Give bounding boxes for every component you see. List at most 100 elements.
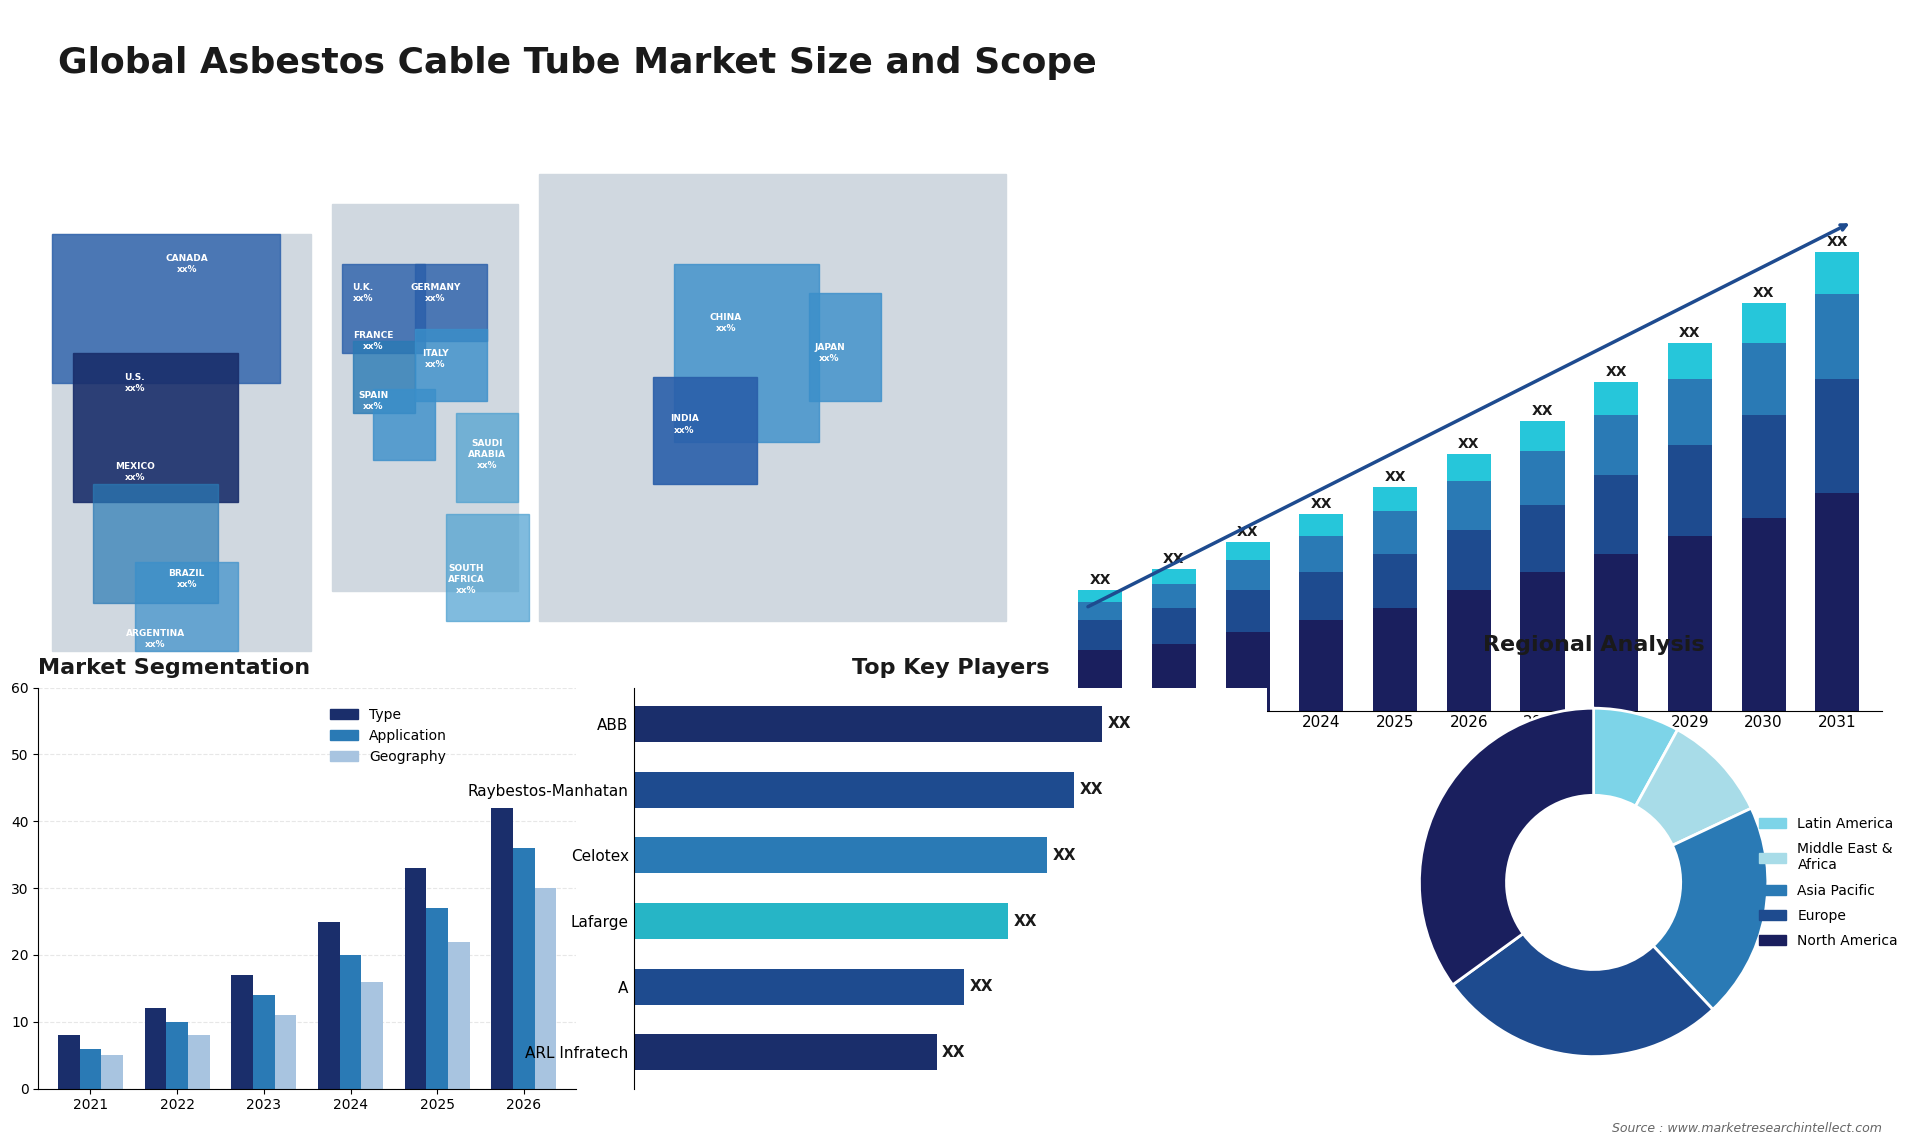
Bar [1521, 572, 1565, 711]
Bar [492, 808, 513, 1089]
Bar [1225, 542, 1269, 559]
Bar [340, 955, 361, 1089]
Bar [1594, 415, 1638, 476]
Text: FRANCE
xx%: FRANCE xx% [353, 331, 394, 351]
Text: CHINA
xx%: CHINA xx% [710, 313, 741, 333]
Text: XX: XX [1164, 551, 1185, 566]
Bar [536, 888, 557, 1089]
Bar [405, 869, 426, 1089]
Text: XX: XX [1311, 497, 1332, 511]
Wedge shape [1653, 808, 1768, 1010]
Bar [674, 264, 820, 442]
Text: SOUTH
AFRICA
xx%: SOUTH AFRICA xx% [447, 564, 486, 595]
Bar [1373, 609, 1417, 711]
Bar [1373, 554, 1417, 609]
Text: XX: XX [970, 979, 993, 995]
Bar [808, 293, 881, 401]
Text: XX: XX [1089, 573, 1112, 587]
Text: Source : www.marketresearchintellect.com: Source : www.marketresearchintellect.com [1611, 1122, 1882, 1135]
Bar [1668, 379, 1713, 445]
Bar [1152, 644, 1196, 711]
Bar [1521, 421, 1565, 452]
Bar [1225, 590, 1269, 633]
Bar [1079, 590, 1123, 602]
Bar [1152, 568, 1196, 583]
Bar [1594, 382, 1638, 415]
Text: GERMANY
xx%: GERMANY xx% [411, 283, 461, 304]
Bar [188, 1035, 209, 1089]
Bar [1373, 487, 1417, 511]
Bar [144, 1008, 167, 1089]
Text: ARGENTINA
xx%: ARGENTINA xx% [127, 629, 184, 649]
Bar [1521, 452, 1565, 505]
Bar [1668, 445, 1713, 535]
Text: U.K.
xx%: U.K. xx% [351, 283, 374, 304]
Bar [634, 1035, 937, 1070]
Bar [361, 982, 384, 1089]
Text: XX: XX [1605, 364, 1626, 379]
Text: XX: XX [1108, 716, 1131, 731]
Bar [58, 1035, 79, 1089]
Bar [634, 903, 1008, 939]
Bar [52, 234, 280, 383]
Text: MEXICO
xx%: MEXICO xx% [115, 462, 156, 482]
Text: XX: XX [1532, 405, 1553, 418]
Wedge shape [1419, 708, 1594, 984]
Text: INDIA
xx%: INDIA xx% [670, 415, 699, 434]
Bar [1300, 515, 1344, 535]
Text: BRAZIL
xx%: BRAZIL xx% [169, 570, 205, 589]
Bar [102, 1055, 123, 1089]
Text: XX: XX [1052, 848, 1075, 863]
Bar [1300, 572, 1344, 620]
Bar [634, 838, 1046, 873]
Bar [445, 513, 528, 621]
Bar [1446, 590, 1492, 711]
Bar [1814, 295, 1859, 379]
Text: XX: XX [1384, 470, 1405, 485]
Bar [415, 264, 488, 342]
Bar [1300, 535, 1344, 572]
Wedge shape [1594, 708, 1678, 806]
Bar [1446, 454, 1492, 481]
Text: Global Asbestos Cable Tube Market Size and Scope: Global Asbestos Cable Tube Market Size a… [58, 46, 1096, 80]
Bar [1741, 304, 1786, 343]
Text: CANADA
xx%: CANADA xx% [165, 253, 207, 274]
Bar [415, 329, 488, 401]
Text: XX: XX [1236, 525, 1258, 539]
Wedge shape [1453, 934, 1713, 1057]
Bar [1521, 505, 1565, 572]
Title: Top Key Players: Top Key Players [852, 658, 1048, 677]
Bar [1814, 379, 1859, 494]
Bar [167, 1022, 188, 1089]
Bar [1152, 609, 1196, 644]
Bar [134, 562, 238, 651]
Bar [79, 1049, 102, 1089]
Wedge shape [1636, 730, 1751, 846]
Bar [1225, 633, 1269, 711]
Bar [1594, 554, 1638, 711]
Bar [1668, 343, 1713, 379]
Text: XX: XX [943, 1045, 966, 1060]
Bar [1079, 602, 1123, 620]
Text: Market Segmentation: Market Segmentation [38, 658, 311, 677]
Bar [372, 388, 436, 461]
Bar [94, 484, 217, 603]
Text: XX: XX [1457, 437, 1480, 452]
Bar [1814, 494, 1859, 711]
Bar [52, 234, 311, 651]
Bar [1225, 559, 1269, 590]
Bar [1741, 343, 1786, 415]
Bar [332, 204, 518, 591]
Bar [342, 264, 424, 353]
Bar [634, 968, 964, 1005]
Text: XX: XX [1680, 325, 1701, 339]
Text: XX: XX [1079, 782, 1104, 798]
Legend: Type, Application, Geography: Type, Application, Geography [324, 702, 453, 770]
Bar [1373, 511, 1417, 554]
Bar [1741, 415, 1786, 518]
Text: XX: XX [1753, 286, 1774, 300]
Bar [447, 942, 470, 1089]
Bar [353, 342, 415, 413]
Bar [426, 908, 447, 1089]
Bar [1446, 481, 1492, 529]
